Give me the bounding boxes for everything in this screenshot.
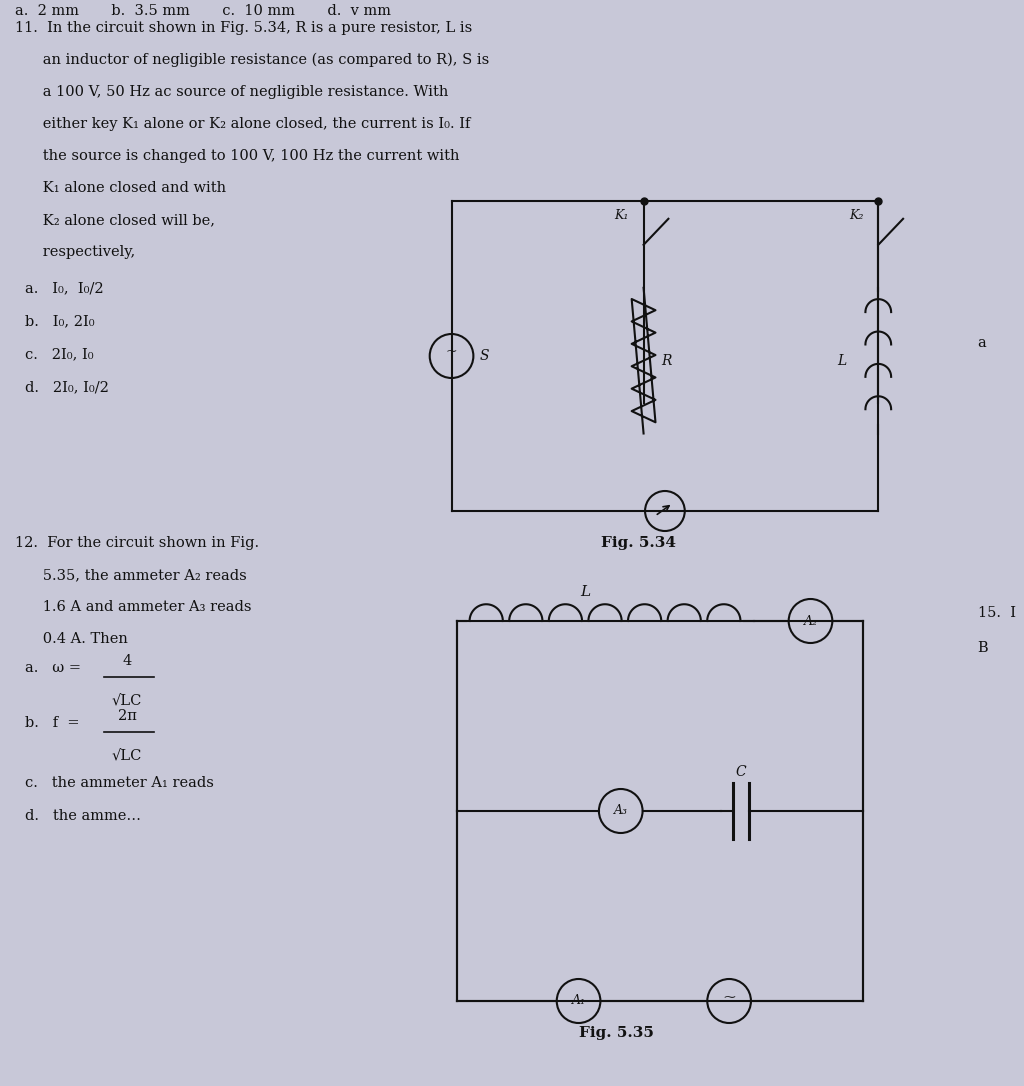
Text: L: L [581,585,590,599]
Text: b.   f  =: b. f = [25,716,79,730]
Text: C: C [736,765,746,779]
Text: a.  2 mm       b.  3.5 mm       c.  10 mm       d.  v mm: a. 2 mm b. 3.5 mm c. 10 mm d. v mm [15,4,391,18]
Text: K₁: K₁ [614,209,629,222]
Text: a 100 V, 50 Hz ac source of negligible resistance. With: a 100 V, 50 Hz ac source of negligible r… [15,85,449,99]
Text: R: R [662,354,672,368]
Text: Fig. 5.35: Fig. 5.35 [579,1026,653,1040]
Text: A₂: A₂ [804,615,817,628]
Text: 0.4 A. Then: 0.4 A. Then [15,632,128,646]
Text: B: B [978,641,988,655]
Circle shape [430,334,473,378]
Text: 2π: 2π [118,709,136,723]
Text: 1.6 A and ammeter A₃ reads: 1.6 A and ammeter A₃ reads [15,599,251,614]
Text: 4: 4 [123,654,132,668]
Text: 11.  In the circuit shown in Fig. 5.34, R is a pure resistor, L is: 11. In the circuit shown in Fig. 5.34, R… [15,21,472,35]
Circle shape [708,978,751,1023]
Text: a.   ω =: a. ω = [25,661,81,675]
Text: 12.  For the circuit shown in Fig.: 12. For the circuit shown in Fig. [15,536,259,550]
Text: respectively,: respectively, [15,245,135,258]
Text: a.   I₀,  I₀/2: a. I₀, I₀/2 [25,281,103,295]
Text: ~: ~ [445,345,458,359]
Text: d.   the amme…: d. the amme… [25,809,141,823]
Circle shape [788,599,833,643]
Text: S: S [479,349,488,363]
Text: K₂: K₂ [849,209,863,222]
Text: K₁ alone closed and with: K₁ alone closed and with [15,181,226,195]
Text: a: a [978,336,986,350]
Circle shape [645,491,685,531]
Text: an inductor of negligible resistance (as compared to R), S is: an inductor of negligible resistance (as… [15,53,489,67]
Text: either key K₁ alone or K₂ alone closed, the current is I₀. If: either key K₁ alone or K₂ alone closed, … [15,117,470,131]
Text: A₁: A₁ [571,995,586,1008]
Circle shape [557,978,600,1023]
Circle shape [599,790,643,833]
Text: d.   2I₀, I₀/2: d. 2I₀, I₀/2 [25,380,109,394]
Text: A₃: A₃ [613,805,628,818]
Text: ~: ~ [722,988,736,1006]
Text: √LC: √LC [112,693,142,707]
Text: the source is changed to 100 V, 100 Hz the current with: the source is changed to 100 V, 100 Hz t… [15,149,460,163]
Text: 15.  I: 15. I [978,606,1016,620]
Text: K₂ alone closed will be,: K₂ alone closed will be, [15,213,215,227]
Text: √LC: √LC [112,748,142,762]
Text: b.   I₀, 2I₀: b. I₀, 2I₀ [25,314,94,328]
Text: L: L [838,354,847,368]
Text: c.   the ammeter A₁ reads: c. the ammeter A₁ reads [25,776,214,790]
Text: c.   2I₀, I₀: c. 2I₀, I₀ [25,348,93,361]
Text: Fig. 5.34: Fig. 5.34 [601,536,676,550]
Text: 5.35, the ammeter A₂ reads: 5.35, the ammeter A₂ reads [15,568,247,582]
